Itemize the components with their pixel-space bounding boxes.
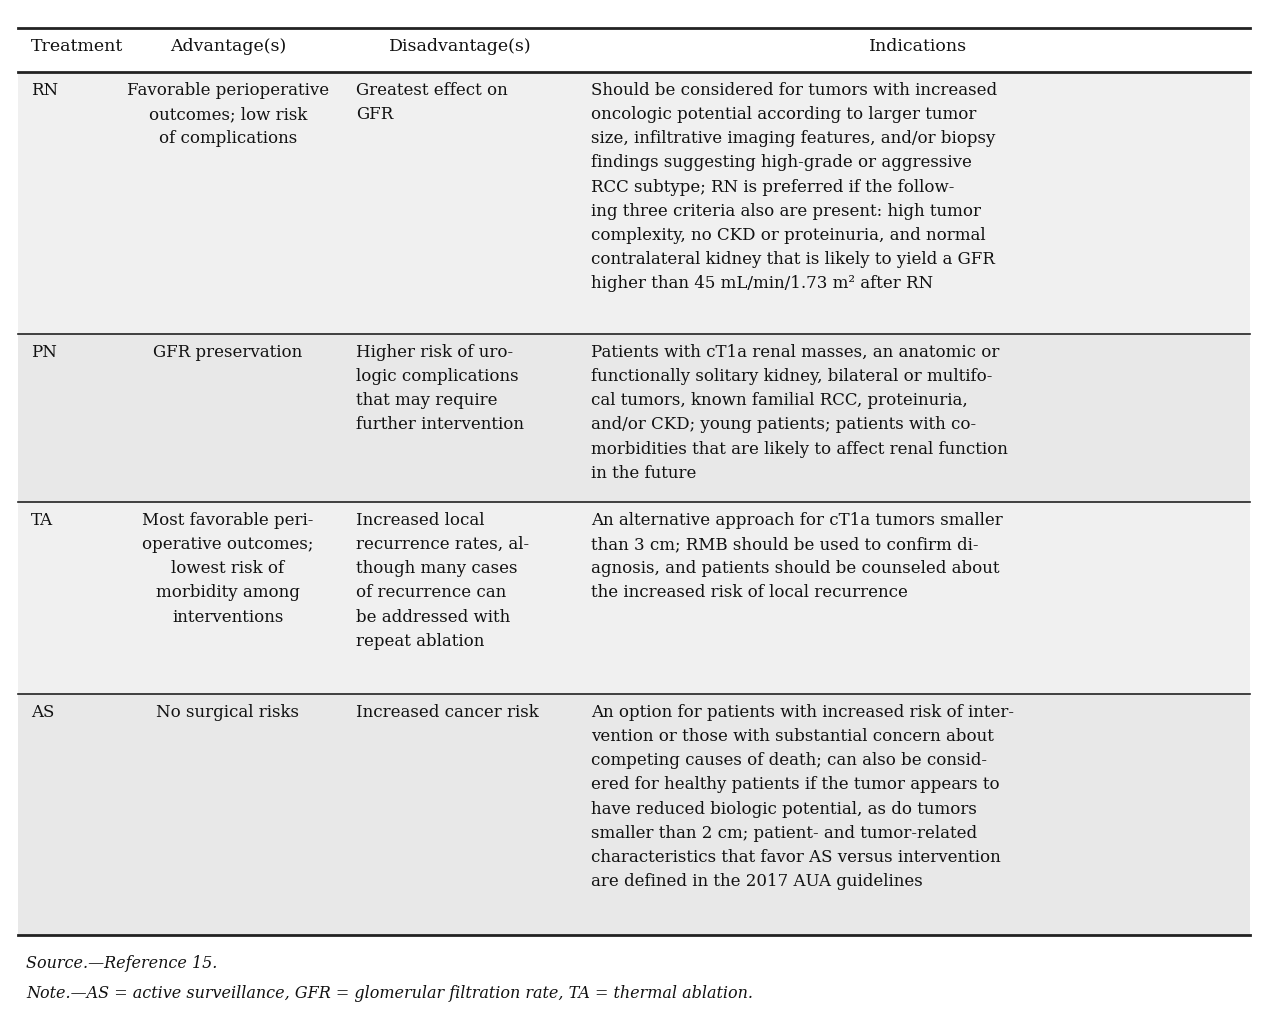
Bar	[18, 694, 1250, 936]
Text: Note.—AS = active surveillance, GFR = glomerular filtration rate, TA = thermal a: Note.—AS = active surveillance, GFR = gl…	[27, 985, 753, 1002]
Text: RN: RN	[30, 82, 58, 99]
Text: Increased local
recurrence rates, al-
though many cases
of recurrence can
be add: Increased local recurrence rates, al- th…	[356, 512, 529, 650]
Bar	[18, 502, 1250, 694]
Text: Treatment: Treatment	[30, 38, 123, 55]
Text: AS: AS	[30, 704, 55, 721]
Text: TA: TA	[30, 512, 53, 529]
Bar	[18, 71, 1250, 334]
Text: Most favorable peri-
operative outcomes;
lowest risk of
morbidity among
interven: Most favorable peri- operative outcomes;…	[142, 512, 313, 626]
Text: PN: PN	[30, 344, 57, 361]
Text: Source.—Reference 15.: Source.—Reference 15.	[27, 955, 217, 972]
Text: Higher risk of uro-
logic complications
that may require
further intervention: Higher risk of uro- logic complications …	[356, 344, 524, 433]
Text: No surgical risks: No surgical risks	[156, 704, 299, 721]
Bar	[18, 334, 1250, 502]
Text: An alternative approach for cT1a tumors smaller
than 3 cm; RMB should be used to: An alternative approach for cT1a tumors …	[591, 512, 1003, 602]
Text: Indications: Indications	[869, 38, 967, 55]
Text: Increased cancer risk: Increased cancer risk	[356, 704, 539, 721]
Bar	[18, 28, 1250, 71]
Text: Should be considered for tumors with increased
oncologic potential according to : Should be considered for tumors with inc…	[591, 82, 997, 292]
Text: Advantage(s): Advantage(s)	[170, 38, 287, 55]
Text: An option for patients with increased risk of inter-
vention or those with subst: An option for patients with increased ri…	[591, 704, 1014, 890]
Text: Favorable perioperative
outcomes; low risk
of complications: Favorable perioperative outcomes; low ri…	[127, 82, 330, 147]
Text: GFR preservation: GFR preservation	[153, 344, 303, 361]
Text: Disadvantage(s): Disadvantage(s)	[389, 38, 531, 55]
Text: Greatest effect on
GFR: Greatest effect on GFR	[356, 82, 507, 123]
Text: Patients with cT1a renal masses, an anatomic or
functionally solitary kidney, bi: Patients with cT1a renal masses, an anat…	[591, 344, 1008, 482]
